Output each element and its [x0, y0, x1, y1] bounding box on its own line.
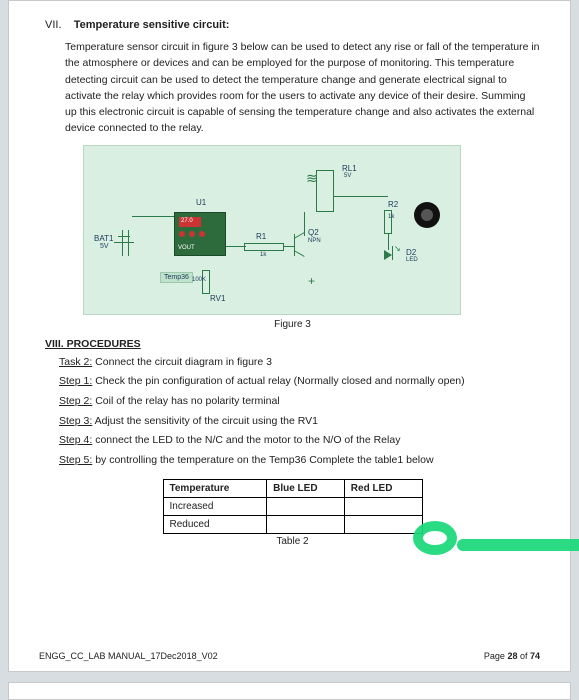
- label-bat1-sub: 5V: [100, 243, 109, 250]
- task-text: Connect the circuit diagram in figure 3: [92, 356, 272, 368]
- table-cell: [344, 498, 422, 516]
- label-d2-sub: LED: [406, 257, 418, 263]
- step-text: Check the pin configuration of actual re…: [92, 375, 464, 387]
- table-header: Temperature: [163, 480, 267, 498]
- label-vout: VOUT: [178, 245, 195, 251]
- section-paragraph: Temperature sensor circuit in figure 3 b…: [65, 39, 540, 137]
- step-text: Coil of the relay has no polarity termin…: [92, 395, 279, 407]
- procedures-header: VIII. PROCEDURES: [45, 338, 540, 350]
- page-total: 74: [530, 651, 540, 661]
- label-d2: D2: [406, 248, 416, 257]
- label-r2: R2: [388, 200, 398, 209]
- label-rl1-sub: 5V: [344, 173, 351, 179]
- step-label: Step 1:: [59, 375, 92, 387]
- label-r1: R1: [256, 232, 266, 241]
- table-header: Blue LED: [267, 480, 345, 498]
- label-rl1: RL1: [342, 164, 357, 173]
- label-rv1: RV1: [210, 294, 225, 303]
- table-cell: [267, 516, 345, 534]
- footer-right: Page 28 of 74: [484, 651, 540, 661]
- table-header: Red LED: [344, 480, 422, 498]
- footer-left: ENGG_CC_LAB MANUAL_17Dec2018_V02: [39, 651, 218, 661]
- page-footer: ENGG_CC_LAB MANUAL_17Dec2018_V02 Page 28…: [39, 651, 540, 661]
- step-text: connect the LED to the N/C and the motor…: [92, 434, 400, 446]
- label-q2: Q2: [308, 228, 319, 237]
- step-label: Step 2:: [59, 395, 92, 407]
- label-rv1-sub: 100K: [192, 277, 206, 283]
- step-line: Step 2: Coil of the relay has no polarit…: [59, 395, 540, 409]
- label-q2-sub: NPN: [308, 238, 321, 244]
- step-line: Step 3: Adjust the sensitivity of the ci…: [59, 415, 540, 429]
- step-label: Step 4:: [59, 434, 92, 446]
- table-cell: [267, 498, 345, 516]
- section-header: VII. Temperature sensitive circuit:: [45, 19, 540, 31]
- circuit-figure: BAT1 5V U1 27.0 VOUT Temp36 R1 1k RV1 10…: [83, 145, 461, 315]
- relay-box: [316, 170, 334, 212]
- table-caption: Table 2: [163, 536, 423, 547]
- table-cell: Reduced: [163, 516, 267, 534]
- table-row: Reduced: [163, 516, 422, 534]
- next-page-strip: [8, 682, 571, 700]
- pot-knob: [414, 202, 440, 228]
- table-wrap: Temperature Blue LED Red LED Increased R…: [163, 479, 423, 547]
- step-label: Step 3:: [59, 415, 92, 427]
- step-line: Step 4: connect the LED to the N/C and t…: [59, 434, 540, 448]
- task-label: Task 2:: [59, 356, 92, 368]
- results-table: Temperature Blue LED Red LED Increased R…: [163, 479, 423, 534]
- label-u1: U1: [196, 198, 206, 207]
- step-text: Adjust the sensitivity of the circuit us…: [92, 415, 318, 427]
- task-line: Task 2: Connect the circuit diagram in f…: [59, 356, 540, 370]
- step-line: Step 1: Check the pin configuration of a…: [59, 375, 540, 389]
- table-row: Increased: [163, 498, 422, 516]
- label-bat1: BAT1: [94, 234, 113, 243]
- table-header-row: Temperature Blue LED Red LED: [163, 480, 422, 498]
- document-page: VII. Temperature sensitive circuit: Temp…: [8, 0, 571, 672]
- label-temp: Temp36: [160, 272, 193, 283]
- table-cell: [344, 516, 422, 534]
- step-label: Step 5:: [59, 454, 92, 466]
- table-cell: Increased: [163, 498, 267, 516]
- hand-annotation: [407, 519, 579, 579]
- step-line: Step 5: by controlling the temperature o…: [59, 454, 540, 468]
- label-r1-sub: 1k: [260, 252, 266, 258]
- section-title: Temperature sensitive circuit:: [74, 19, 230, 31]
- step-text: by controlling the temperature on the Te…: [92, 454, 433, 466]
- page-num: 28: [507, 651, 517, 661]
- figure-caption: Figure 3: [45, 319, 540, 330]
- label-r2-sub: 1k: [388, 214, 394, 220]
- label-u1-chip: 27.0: [181, 218, 193, 224]
- section-roman: VII.: [45, 19, 62, 31]
